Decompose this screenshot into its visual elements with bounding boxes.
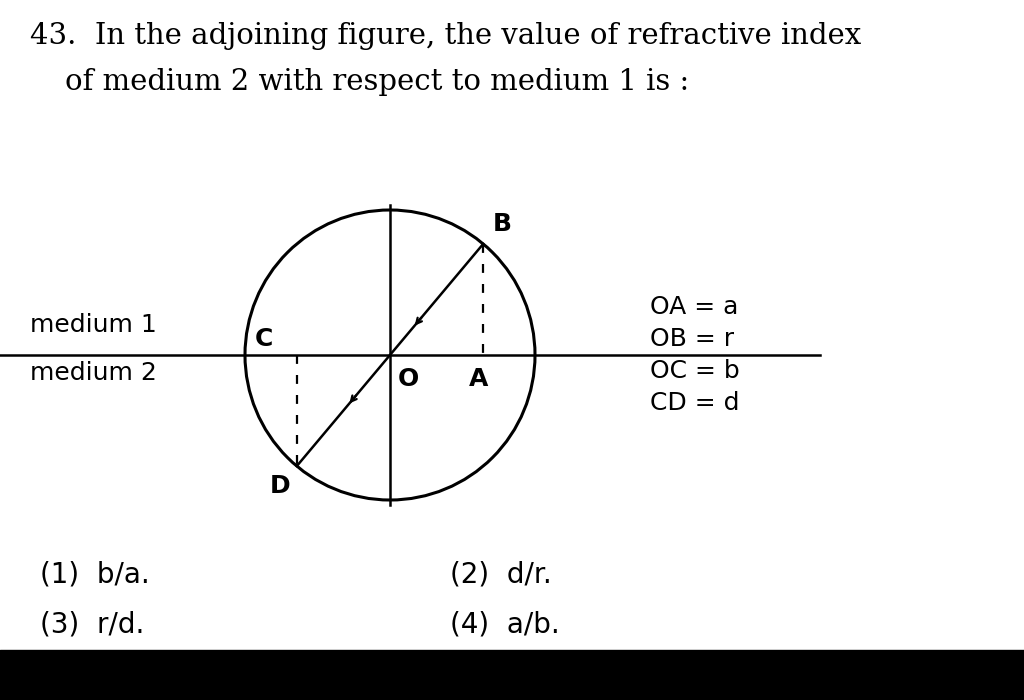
Text: OA = a: OA = a xyxy=(650,295,738,319)
Text: (1)  b/a.: (1) b/a. xyxy=(40,560,150,588)
Text: of medium 2 with respect to medium 1 is :: of medium 2 with respect to medium 1 is … xyxy=(65,68,689,96)
Text: OC = b: OC = b xyxy=(650,359,739,383)
Text: OB = r: OB = r xyxy=(650,327,734,351)
Text: CD = d: CD = d xyxy=(650,391,739,415)
Text: 43.  In the adjoining figure, the value of refractive index: 43. In the adjoining figure, the value o… xyxy=(30,22,861,50)
Text: medium 1: medium 1 xyxy=(30,313,157,337)
Text: (4)  a/b.: (4) a/b. xyxy=(450,610,560,638)
Text: B: B xyxy=(494,212,512,236)
Text: medium 2: medium 2 xyxy=(30,361,157,385)
Text: (3)  r/d.: (3) r/d. xyxy=(40,610,144,638)
Text: D: D xyxy=(270,474,291,498)
Text: C: C xyxy=(255,327,273,351)
Text: O: O xyxy=(398,367,419,391)
Text: (2)  d/r.: (2) d/r. xyxy=(450,560,552,588)
Text: A: A xyxy=(469,367,487,391)
